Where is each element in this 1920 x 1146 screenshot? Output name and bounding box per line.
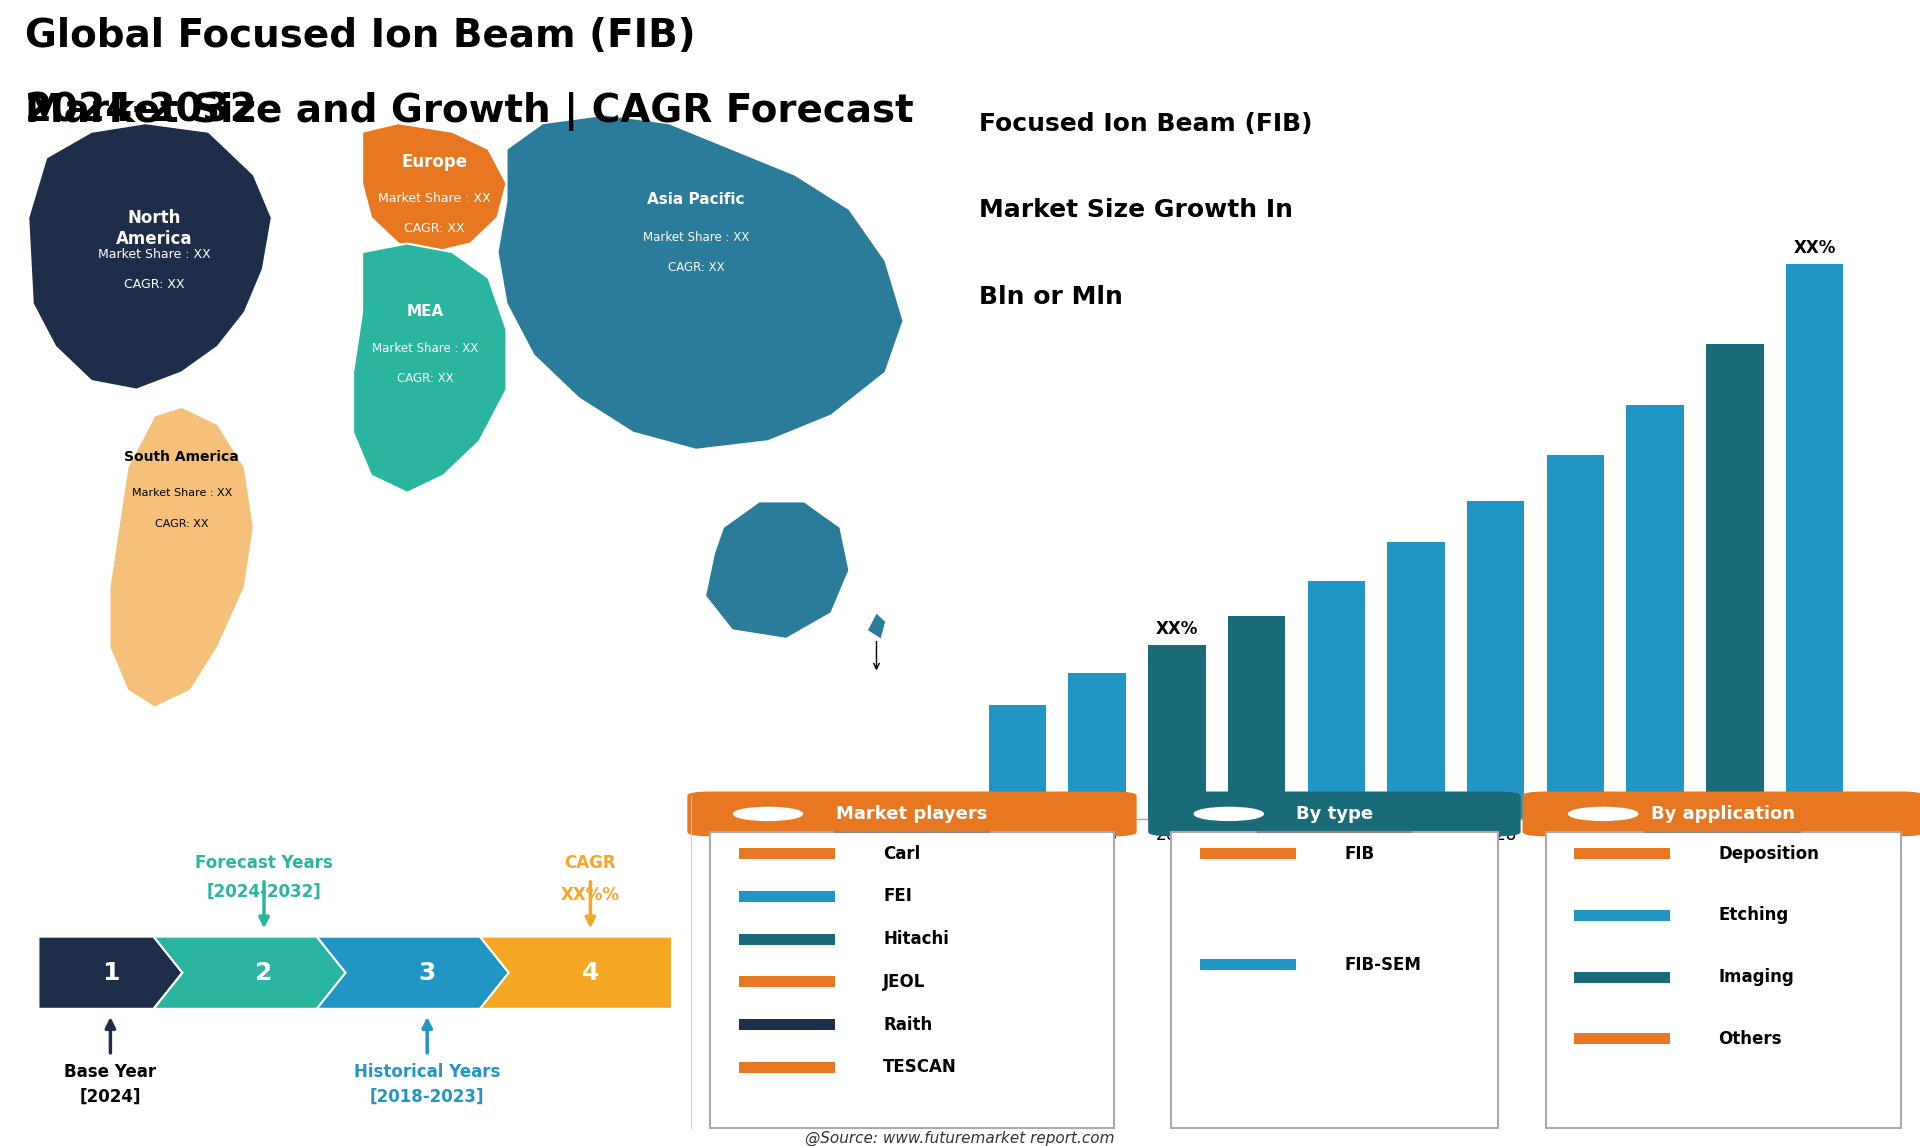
Text: By application: By application (1651, 804, 1795, 823)
Text: Forecast Years: Forecast Years (196, 854, 332, 872)
Text: Global Focused Ion Beam (FIB): Global Focused Ion Beam (FIB) (25, 17, 695, 55)
Text: Others: Others (1718, 1030, 1782, 1047)
Bar (1068, 673, 1125, 819)
Bar (1200, 848, 1296, 860)
Text: CAGR: XX: CAGR: XX (125, 277, 184, 291)
Text: FIB: FIB (1344, 845, 1375, 863)
Text: CAGR: XX: CAGR: XX (397, 372, 453, 385)
Polygon shape (38, 936, 182, 1008)
Polygon shape (868, 613, 885, 639)
Text: FIB-SEM: FIB-SEM (1344, 956, 1421, 974)
Polygon shape (317, 936, 509, 1008)
Bar (1786, 264, 1843, 819)
Bar (739, 976, 835, 988)
Text: Market Share : XX: Market Share : XX (131, 488, 232, 499)
Text: TESCAN: TESCAN (883, 1059, 956, 1076)
Bar (1308, 581, 1365, 819)
Text: CAGR: XX: CAGR: XX (668, 261, 724, 274)
Text: MEA: MEA (407, 304, 444, 319)
Text: Imaging: Imaging (1718, 968, 1793, 987)
Bar (739, 848, 835, 860)
Text: [2018-2023]: [2018-2023] (371, 1089, 484, 1106)
Bar (1574, 972, 1670, 982)
Text: JEOL: JEOL (883, 973, 925, 991)
Bar (739, 890, 835, 902)
Bar (1626, 405, 1684, 819)
Bar (1467, 501, 1524, 819)
Text: Carl: Carl (883, 845, 920, 863)
Text: CAGR: XX: CAGR: XX (156, 518, 209, 528)
Text: @Source: www.futuremarket report.com: @Source: www.futuremarket report.com (804, 1131, 1116, 1146)
FancyBboxPatch shape (1546, 832, 1901, 1128)
Polygon shape (497, 115, 904, 450)
Text: Europe: Europe (401, 154, 467, 171)
Text: Market Share : XX: Market Share : XX (372, 343, 478, 355)
Text: Raith: Raith (883, 1015, 933, 1034)
Text: Market players: Market players (837, 804, 987, 823)
Text: North
America: North America (117, 209, 192, 248)
Circle shape (733, 808, 803, 821)
Bar (1148, 645, 1206, 819)
Text: 2024-2032: 2024-2032 (25, 92, 257, 129)
FancyBboxPatch shape (1523, 792, 1920, 837)
Bar (1200, 959, 1296, 971)
Text: CAGR: CAGR (564, 854, 616, 872)
Bar (989, 705, 1046, 819)
Text: Asia Pacific: Asia Pacific (647, 193, 745, 207)
Text: XX%%: XX%% (561, 886, 620, 904)
Text: Market Size Growth In: Market Size Growth In (979, 198, 1292, 222)
Bar (1548, 455, 1603, 819)
Text: Market Share : XX: Market Share : XX (378, 193, 492, 205)
Polygon shape (109, 407, 253, 707)
Text: Bln or Mln: Bln or Mln (979, 285, 1123, 309)
Bar (739, 934, 835, 944)
FancyBboxPatch shape (1171, 832, 1498, 1128)
Text: Historical Years: Historical Years (353, 1063, 501, 1081)
Bar (1388, 542, 1444, 819)
Bar (739, 1019, 835, 1030)
Polygon shape (154, 936, 346, 1008)
Polygon shape (363, 123, 507, 252)
Text: Market Share : XX: Market Share : XX (643, 230, 749, 244)
Text: Market Share : XX: Market Share : XX (98, 248, 211, 261)
Text: Deposition: Deposition (1718, 845, 1820, 863)
FancyBboxPatch shape (687, 792, 1137, 837)
Text: [2024]: [2024] (79, 1089, 142, 1106)
Text: Hitachi: Hitachi (883, 931, 948, 948)
Circle shape (1569, 808, 1638, 821)
Polygon shape (705, 502, 849, 639)
Text: Base Year: Base Year (65, 1063, 156, 1081)
Text: Focused Ion Beam (FIB): Focused Ion Beam (FIB) (979, 112, 1311, 136)
Bar (739, 1062, 835, 1073)
Text: FEI: FEI (883, 887, 912, 905)
Text: [2024-2032]: [2024-2032] (207, 882, 321, 901)
FancyBboxPatch shape (1148, 792, 1521, 837)
Text: 2: 2 (255, 960, 273, 984)
Polygon shape (353, 244, 507, 493)
Text: Etching: Etching (1718, 906, 1789, 925)
Text: XX%: XX% (1793, 240, 1836, 257)
Text: XX%: XX% (1156, 620, 1198, 638)
FancyBboxPatch shape (710, 832, 1114, 1128)
Text: 1: 1 (102, 960, 119, 984)
Bar (1229, 615, 1284, 819)
Text: CAGR: XX: CAGR: XX (403, 222, 465, 235)
Text: 3: 3 (419, 960, 436, 984)
Bar (1574, 848, 1670, 860)
Bar (1707, 344, 1764, 819)
Text: 4: 4 (582, 960, 599, 984)
Bar (1574, 910, 1670, 920)
Text: By type: By type (1296, 804, 1373, 823)
Text: South America: South America (125, 450, 238, 464)
Circle shape (1194, 808, 1263, 821)
Polygon shape (480, 936, 672, 1008)
Bar (1574, 1034, 1670, 1044)
Polygon shape (29, 123, 273, 390)
Text: Market Size and Growth | CAGR Forecast: Market Size and Growth | CAGR Forecast (25, 92, 914, 131)
